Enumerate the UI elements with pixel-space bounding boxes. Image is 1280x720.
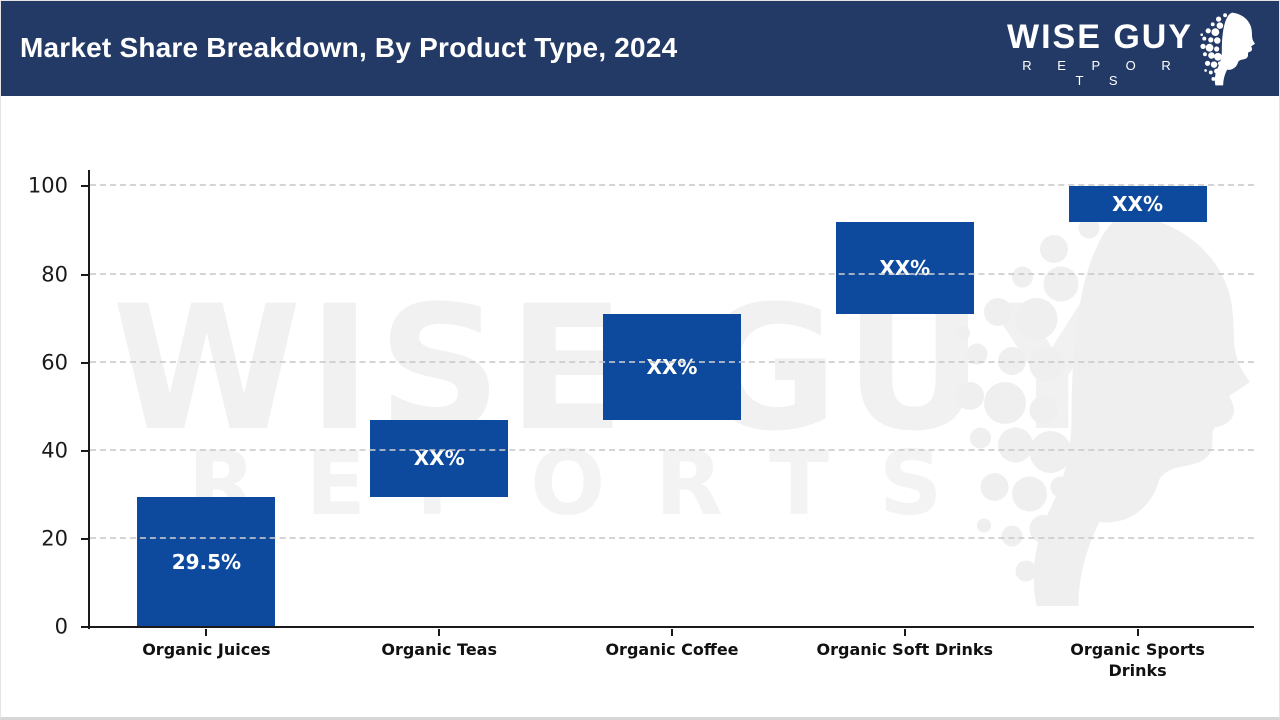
gridline <box>90 536 1254 539</box>
y-tick-label: 100 <box>27 173 68 198</box>
bar: XX% <box>1068 186 1207 222</box>
x-tick-mark <box>438 629 441 636</box>
brand-logo-text: WISE GUY R E P O R T S <box>1006 20 1194 88</box>
bar-value-label: XX% <box>1112 192 1164 217</box>
gridline <box>90 448 1254 451</box>
header-bar: Market Share Breakdown, By Product Type,… <box>0 0 1280 96</box>
y-tick-label: 80 <box>41 262 68 287</box>
x-tick-mark <box>671 629 673 636</box>
x-tick-mark <box>1136 629 1139 636</box>
x-tick-mark <box>903 629 906 636</box>
bar: XX% <box>370 419 509 498</box>
brand-logo: WISE GUY R E P O R T S <box>1006 8 1266 88</box>
y-tick-label: 20 <box>41 526 68 551</box>
page-title: Market Share Breakdown, By Product Type,… <box>20 32 678 63</box>
y-tick-mark <box>81 626 88 628</box>
bar: XX% <box>835 221 974 315</box>
y-tick-label: 40 <box>41 438 68 463</box>
y-tick-label: 60 <box>41 350 68 375</box>
y-tick-mark <box>81 185 88 188</box>
y-tick-mark <box>81 537 88 540</box>
x-tick-mark <box>205 629 208 636</box>
gridline <box>90 360 1254 363</box>
y-axis: 0 20 40 60 80 100 <box>0 171 90 637</box>
x-axis-line <box>88 626 1254 628</box>
y-axis-line <box>88 170 90 629</box>
wise-guy-head-icon <box>1192 10 1266 88</box>
y-tick-mark <box>81 361 88 364</box>
x-category-label: Organic Soft Drinks <box>816 640 994 659</box>
bar-value-label: XX% <box>646 355 698 380</box>
y-tick-mark <box>81 273 88 276</box>
bar-value-label: 29.5% <box>171 550 242 575</box>
bar-value-label: XX% <box>879 255 931 280</box>
brand-subtitle: R E P O R T S <box>1022 58 1182 88</box>
x-category-label: Organic Sports Drinks <box>1070 640 1205 680</box>
y-tick-label: 0 <box>54 614 68 639</box>
bar: 29.5% <box>137 497 276 627</box>
x-category-label: Organic Juices <box>142 640 271 659</box>
y-tick-mark <box>81 449 88 452</box>
gridline <box>90 184 1254 187</box>
plot-area: 29.5% XX% XX% XX% XX% <box>90 171 1254 636</box>
x-category-label: Organic Coffee <box>605 640 739 659</box>
bar: XX% <box>603 314 741 420</box>
x-category-label: Organic Teas <box>381 640 497 659</box>
brand-name: WISE GUY <box>1006 18 1194 56</box>
x-axis-labels: Organic Juices Organic Teas Organic Coffee… <box>90 640 1254 700</box>
gridline <box>90 272 1254 275</box>
